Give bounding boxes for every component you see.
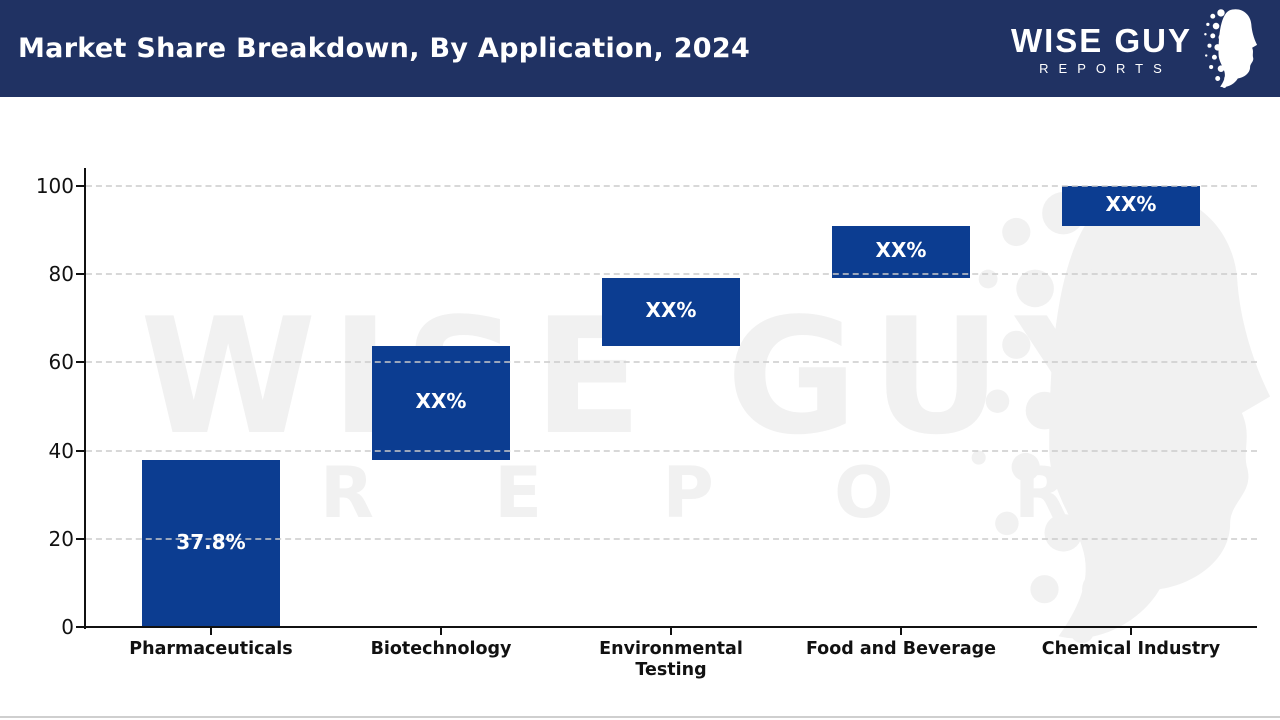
y-tick-label: 60 (48, 350, 74, 375)
y-tick-label: 80 (48, 262, 74, 287)
bottom-border-line (0, 716, 1280, 718)
y-tick-label: 20 (48, 526, 74, 551)
bar-biotechnology (372, 346, 510, 461)
y-tick-mark (76, 626, 84, 628)
x-category-label: Food and Beverage (805, 639, 997, 659)
y-axis-line (84, 168, 86, 629)
logo-text: WISE GUY REPORTS (1011, 22, 1192, 76)
x-category-label: Biotechnology (370, 639, 512, 659)
bar-food-and-beverage (832, 226, 970, 279)
x-tick-mark (900, 628, 902, 635)
y-tick-mark (76, 449, 84, 452)
x-tick-mark (210, 628, 212, 635)
bar-value-label: XX% (415, 389, 467, 414)
watermark-face-icon (966, 192, 1271, 644)
logo-wiseguy-text: WISE GUY (1010, 21, 1192, 59)
y-tick-label: 100 (35, 174, 74, 198)
y-tick-mark (76, 537, 84, 540)
wise-guy-logo: WISE GUY REPORTS (1011, 8, 1266, 90)
gridline (86, 273, 1257, 276)
x-category-label: Environmental Testing (599, 639, 743, 680)
gridline (86, 185, 1257, 187)
bar-environmental-testing (602, 278, 740, 347)
gridline (86, 361, 1257, 364)
gridline (86, 537, 1257, 540)
y-tick-label: 0 (61, 615, 74, 639)
y-tick-mark (76, 185, 84, 187)
y-tick-mark (76, 361, 84, 364)
y-tick-label: 40 (48, 438, 74, 463)
bar-value-label: 37.8% (176, 529, 246, 554)
logo-reports-text: REPORTS (1039, 60, 1172, 76)
x-axis-line (83, 626, 1257, 628)
dotted-face-icon (1204, 8, 1258, 88)
gridline (86, 449, 1257, 452)
bar-value-label: XX% (875, 238, 927, 263)
bar-value-label: XX% (645, 298, 697, 323)
x-tick-mark (440, 628, 442, 635)
bar-value-label: XX% (1105, 192, 1157, 217)
bar-chemical-industry (1062, 186, 1200, 227)
bar-pharmaceuticals (142, 460, 280, 627)
x-tick-mark (670, 628, 672, 635)
header-bar: Market Share Breakdown, By Application, … (0, 0, 1280, 97)
x-tick-mark (1130, 628, 1132, 635)
x-category-label: Pharmaceuticals (129, 639, 293, 659)
page-title: Market Share Breakdown, By Application, … (18, 33, 751, 64)
y-tick-mark (76, 273, 84, 276)
x-category-label: Chemical Industry (1041, 639, 1221, 659)
